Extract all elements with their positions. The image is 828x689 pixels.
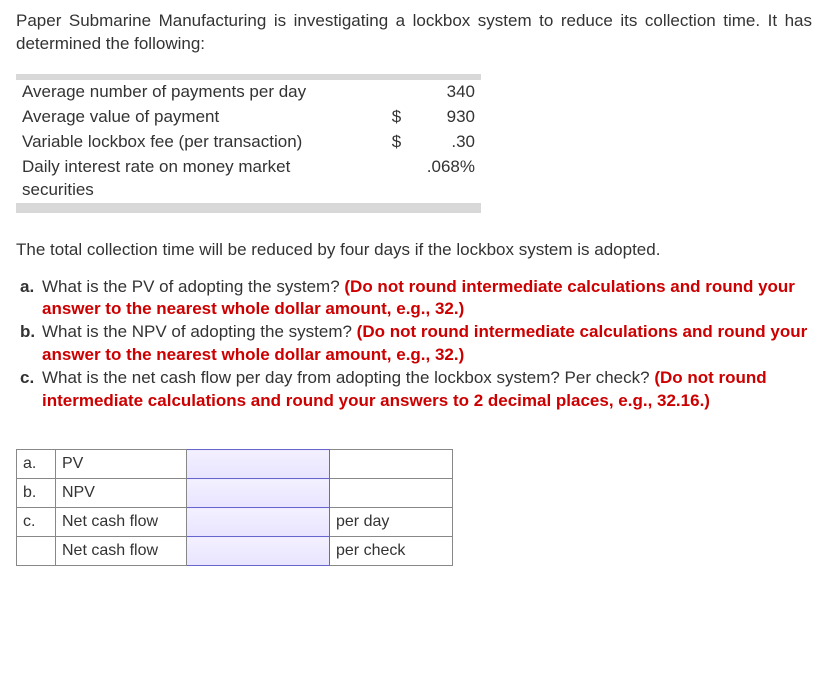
question-text: What is the PV of adopting the system? (… (42, 276, 808, 322)
given-label: Variable lockbox fee (per transaction) (16, 130, 366, 155)
narration-text: The total collection time will be reduce… (16, 239, 812, 262)
given-val: .30 (407, 130, 481, 155)
given-label: Average value of payment (16, 105, 366, 130)
ncf-day-input[interactable] (187, 508, 330, 537)
answer-letter (17, 537, 56, 566)
question-list: a. What is the PV of adopting the system… (16, 276, 812, 414)
answer-letter: c. (17, 508, 56, 537)
given-val: 930 (407, 105, 481, 130)
answer-unit (330, 479, 453, 508)
question-body: What is the net cash flow per day from a… (42, 368, 654, 387)
answer-desc: NPV (56, 479, 187, 508)
question-text: What is the net cash flow per day from a… (42, 367, 808, 413)
given-label: Daily interest rate on money market secu… (16, 155, 366, 203)
answer-desc: PV (56, 450, 187, 479)
answer-desc: Net cash flow (56, 537, 187, 566)
given-label: Average number of payments per day (16, 80, 366, 105)
question-letter: a. (20, 276, 42, 322)
answer-letter: a. (17, 450, 56, 479)
question-body: What is the PV of adopting the system? (42, 277, 344, 296)
given-val: .068% (407, 155, 481, 203)
question-letter: c. (20, 367, 42, 413)
question-letter: b. (20, 321, 42, 367)
given-sym (366, 80, 407, 105)
given-data-table: Average number of payments per day 340 A… (16, 74, 481, 213)
given-sym (366, 155, 407, 203)
answer-unit (330, 450, 453, 479)
ncf-check-input[interactable] (187, 537, 330, 566)
pv-input[interactable] (187, 450, 330, 479)
question-body: What is the NPV of adopting the system? (42, 322, 357, 341)
npv-input[interactable] (187, 479, 330, 508)
answer-desc: Net cash flow (56, 508, 187, 537)
answer-letter: b. (17, 479, 56, 508)
answer-table: a. PV b. NPV c. Net cash flow per day Ne… (16, 449, 453, 566)
given-sym: $ (366, 130, 407, 155)
given-sym: $ (366, 105, 407, 130)
answer-unit: per check (330, 537, 453, 566)
answer-unit: per day (330, 508, 453, 537)
given-val: 340 (407, 80, 481, 105)
problem-intro: Paper Submarine Manufacturing is investi… (16, 10, 812, 56)
question-text: What is the NPV of adopting the system? … (42, 321, 808, 367)
